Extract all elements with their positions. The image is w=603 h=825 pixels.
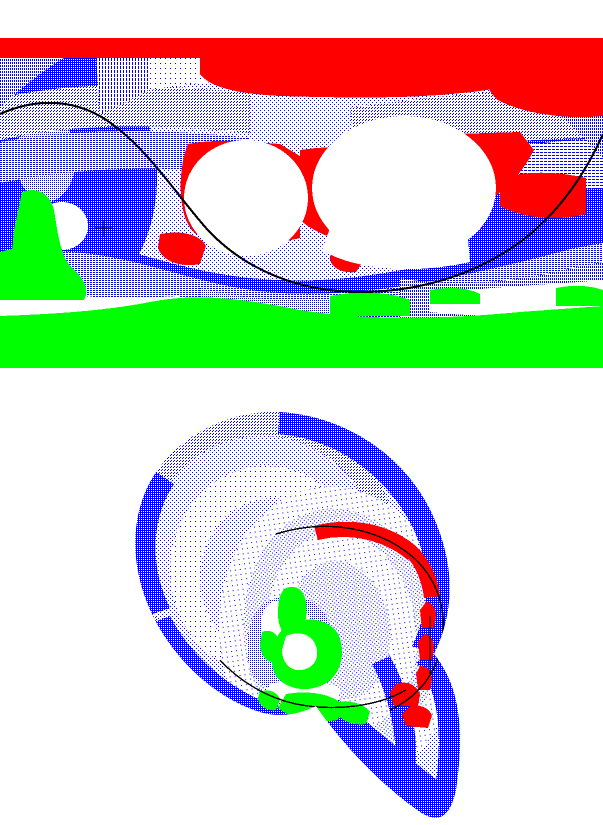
iso-contour-lines <box>219 525 445 711</box>
green-wedge-region <box>258 586 370 725</box>
green-low-region <box>0 190 603 368</box>
rectangular-projection-panel <box>0 38 603 368</box>
crosshair-marker <box>95 220 113 236</box>
iso-contour-line <box>0 101 603 294</box>
shell-projection-panel <box>90 406 465 825</box>
shell-body <box>135 411 461 818</box>
